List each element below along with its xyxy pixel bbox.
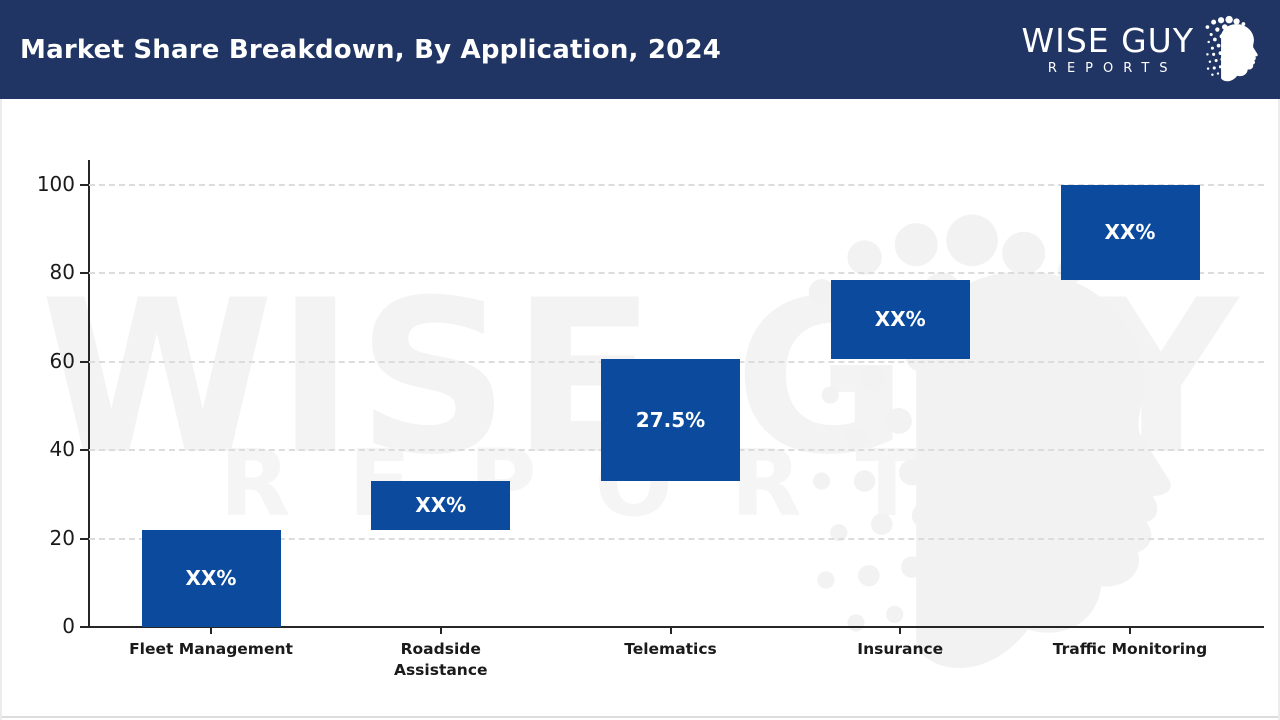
page-title: Market Share Breakdown, By Application, … [20,34,722,65]
x-tick-mark-2 [669,627,672,634]
y-tick-mark-40 [80,449,88,451]
x-category-label-1: Roadside Assistance [393,640,488,679]
page-border-bottom [2,716,1278,718]
wise-guy-logo: WISE GUY REPORTS [1021,15,1262,85]
page-border-right [1278,99,1280,720]
y-tick-mark-100 [80,183,88,186]
x-tick-mark-3 [899,627,902,634]
logo-text: WISE GUY REPORTS [1021,24,1194,75]
y-tick-label-20: 20 [49,525,75,550]
bar-insurance: XX% [830,279,970,360]
bar-value-label: XX% [1104,220,1156,245]
x-axis-line [88,626,1264,628]
logo-wordmark: WISE GUY [1021,21,1194,60]
x-tick-mark-1 [439,627,442,634]
y-axis-line [88,160,90,628]
page-border-left [0,99,2,720]
y-tick-label-0: 0 [62,614,75,638]
y-tick-label-40: 40 [49,437,75,461]
y-tick-mark-80 [80,272,88,274]
x-category-label-3: Insurance [857,640,944,658]
bar-value-label: XX% [185,566,237,591]
y-tick-label-80: 80 [49,260,75,284]
y-tick-mark-20 [80,537,88,540]
gridline-80 [89,272,1264,274]
y-tick-mark-60 [80,360,88,363]
bar-value-label: 27.5% [635,408,706,433]
bar-traffic-monitoring: XX% [1060,184,1200,280]
x-category-label-4: Traffic Monitoring [1052,640,1208,658]
bar-roadside-assistance: XX% [371,480,511,530]
y-tick-mark-0 [80,626,88,628]
gridline-20 [89,537,1264,540]
bar-telematics: 27.5% [601,359,740,481]
header-bar: Market Share Breakdown, By Application, … [0,0,1280,99]
head-profile-dots-icon [1205,15,1258,81]
y-tick-label-100: 100 [36,171,75,196]
bar-value-label: XX% [874,307,926,332]
watermark-head-profile-icon [808,214,1171,669]
bar-fleet-management: XX% [141,529,281,627]
x-category-label-0: Fleet Management [129,640,293,658]
gridline-100 [89,183,1264,186]
x-tick-mark-4 [1129,627,1131,634]
x-tick-mark-0 [210,627,212,634]
y-tick-label-60: 60 [49,348,75,373]
logo-subtitle: REPORTS [1047,61,1178,76]
bar-value-label: XX% [415,493,467,518]
x-category-label-2: Telematics [624,640,717,658]
